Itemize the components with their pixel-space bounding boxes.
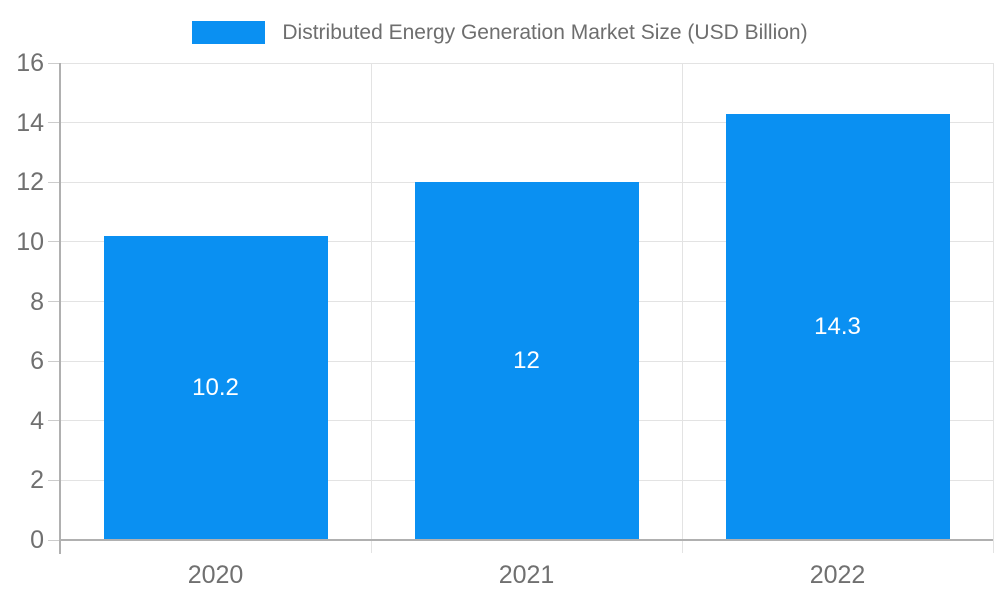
bar[interactable]: 12 — [414, 182, 639, 540]
y-axis-label: 2 — [30, 466, 44, 495]
bar[interactable]: 14.3 — [725, 113, 950, 540]
y-tick — [48, 479, 60, 481]
x-axis-line — [60, 539, 993, 541]
bar[interactable]: 10.2 — [103, 235, 328, 540]
y-axis-label: 0 — [30, 526, 44, 554]
legend: Distributed Energy Generation Market Siz… — [0, 14, 1000, 50]
column-separator — [681, 63, 683, 553]
y-tick — [48, 301, 60, 302]
y-tick — [48, 539, 60, 541]
bar-value-label: 10.2 — [192, 373, 239, 401]
y-axis-label: 12 — [16, 168, 44, 197]
legend-label: Distributed Energy Generation Market Siz… — [282, 20, 808, 44]
column-separator — [370, 63, 372, 553]
y-tick — [48, 181, 60, 183]
y-tick — [48, 420, 60, 422]
y-tick — [48, 122, 60, 124]
legend-swatch — [192, 20, 266, 44]
column-separator — [992, 63, 994, 553]
gridline — [60, 122, 993, 124]
y-axis-label: 10 — [16, 227, 44, 256]
y-tick — [48, 360, 60, 362]
y-axis-line — [59, 63, 61, 554]
y-axis-label: 4 — [30, 406, 44, 435]
x-axis-label: 2020 — [187, 561, 244, 589]
x-axis-label: 2021 — [498, 561, 555, 589]
y-tick — [48, 62, 60, 64]
x-axis-label: 2022 — [809, 561, 866, 589]
y-axis-label: 6 — [30, 347, 44, 376]
y-axis-label: 8 — [30, 287, 44, 316]
y-axis-label: 16 — [16, 49, 44, 77]
gridline — [60, 62, 993, 64]
bar-value-label: 14.3 — [814, 312, 861, 340]
plot-area: 10.2 12 14.3 — [48, 62, 994, 554]
y-axis-label: 14 — [16, 108, 44, 137]
y-tick — [48, 241, 60, 243]
bar-value-label: 12 — [513, 347, 540, 375]
